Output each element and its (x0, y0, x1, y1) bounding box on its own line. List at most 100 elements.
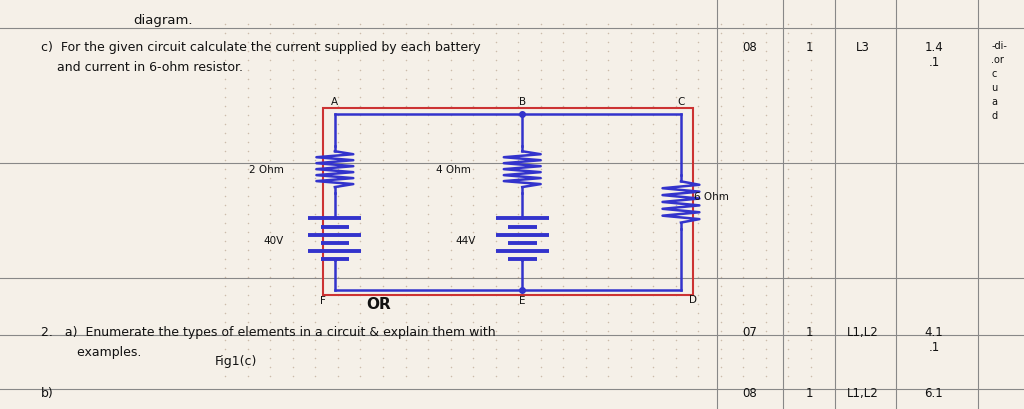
Point (578, 85, 594, 92)
Point (217, 220, 233, 227)
Point (713, 274, 729, 281)
Point (690, 49, 707, 56)
Point (578, 346, 594, 353)
Point (442, 94, 459, 101)
Text: 44V: 44V (456, 235, 476, 245)
Point (623, 346, 639, 353)
Point (532, 274, 549, 281)
Point (510, 274, 526, 281)
Point (352, 220, 369, 227)
Point (352, 112, 369, 119)
Point (487, 31, 504, 38)
Point (555, 283, 571, 290)
Point (668, 22, 684, 29)
Point (645, 229, 662, 236)
Point (623, 112, 639, 119)
Point (510, 49, 526, 56)
Point (487, 355, 504, 362)
Point (645, 247, 662, 254)
Point (330, 355, 346, 362)
Point (375, 76, 391, 83)
Point (690, 211, 707, 218)
Point (442, 310, 459, 317)
Point (240, 346, 256, 353)
Point (780, 211, 797, 218)
Point (442, 238, 459, 245)
Text: -di-
.or
c
u
a
d: -di- .or c u a d (991, 41, 1008, 121)
Point (420, 85, 436, 92)
Point (442, 148, 459, 155)
Point (690, 184, 707, 191)
Point (555, 139, 571, 146)
Point (420, 193, 436, 200)
Point (217, 256, 233, 263)
Point (442, 364, 459, 371)
Point (487, 22, 504, 29)
Text: C: C (677, 96, 685, 106)
Point (623, 265, 639, 272)
Point (735, 112, 752, 119)
Point (532, 193, 549, 200)
Text: 1: 1 (805, 41, 813, 54)
Point (240, 85, 256, 92)
Point (420, 58, 436, 65)
Point (645, 58, 662, 65)
Point (600, 67, 616, 74)
Point (735, 67, 752, 74)
Point (330, 211, 346, 218)
Point (217, 283, 233, 290)
Point (645, 283, 662, 290)
Point (465, 157, 481, 164)
Point (352, 184, 369, 191)
Point (285, 328, 301, 335)
Point (668, 373, 684, 380)
Text: 6 Ohm: 6 Ohm (694, 191, 729, 201)
Point (420, 238, 436, 245)
Point (645, 328, 662, 335)
Point (578, 58, 594, 65)
Point (307, 76, 324, 83)
Point (578, 292, 594, 299)
Point (803, 76, 819, 83)
Point (510, 265, 526, 272)
Point (735, 22, 752, 29)
Point (803, 256, 819, 263)
Point (758, 319, 774, 326)
Point (420, 310, 436, 317)
Point (600, 58, 616, 65)
Point (780, 229, 797, 236)
Point (555, 238, 571, 245)
Point (375, 310, 391, 317)
Point (532, 292, 549, 299)
Point (532, 130, 549, 137)
Point (803, 22, 819, 29)
Point (645, 103, 662, 110)
Point (420, 157, 436, 164)
Point (668, 184, 684, 191)
Point (645, 238, 662, 245)
Point (690, 103, 707, 110)
Point (465, 364, 481, 371)
Point (217, 58, 233, 65)
Point (600, 76, 616, 83)
Point (780, 94, 797, 101)
Point (240, 319, 256, 326)
Point (262, 175, 279, 182)
Point (600, 247, 616, 254)
Point (555, 310, 571, 317)
Point (532, 310, 549, 317)
Point (713, 247, 729, 254)
Point (578, 148, 594, 155)
Point (397, 346, 414, 353)
Point (487, 220, 504, 227)
Point (465, 337, 481, 344)
Point (600, 283, 616, 290)
Point (645, 139, 662, 146)
Point (397, 157, 414, 164)
Point (735, 265, 752, 272)
Point (803, 193, 819, 200)
Point (465, 292, 481, 299)
Point (510, 292, 526, 299)
Point (487, 364, 504, 371)
Point (375, 184, 391, 191)
